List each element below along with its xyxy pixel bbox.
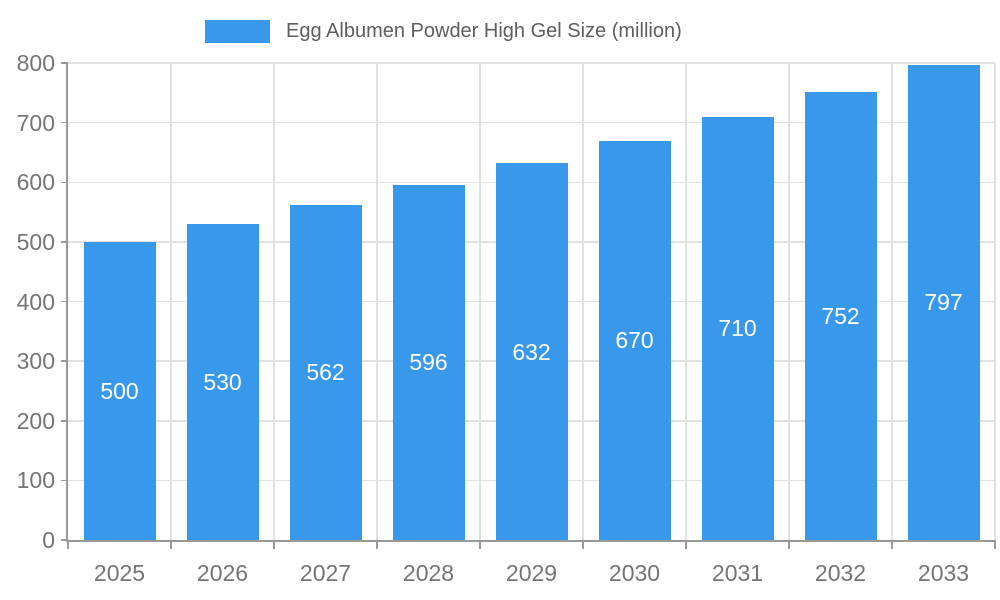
x-tick-label: 2026	[196, 560, 249, 586]
x-tick-label: 2027	[299, 560, 352, 586]
y-tick-mark	[61, 241, 68, 243]
y-tick-label: 0	[42, 527, 55, 553]
y-tick-mark	[61, 420, 68, 422]
bar: 530	[186, 224, 259, 540]
y-tick-label: 400	[16, 288, 55, 315]
bar: 596	[392, 184, 465, 540]
bar-value-label: 670	[615, 327, 654, 354]
y-axis-line	[66, 63, 68, 540]
bar: 710	[701, 116, 774, 540]
y-tick-mark	[61, 479, 68, 482]
bar: 752	[804, 91, 877, 540]
gridline-vertical	[684, 63, 687, 540]
x-tick-mark	[273, 540, 275, 549]
y-tick-label: 800	[16, 50, 55, 76]
gridline-vertical	[787, 63, 790, 540]
bar-value-label: 500	[100, 377, 139, 404]
legend-swatch	[205, 20, 270, 43]
bar-value-label: 596	[409, 349, 448, 376]
y-tick-label: 700	[16, 109, 55, 136]
x-tick-label: 2025	[93, 560, 146, 586]
x-axis-line	[66, 539, 995, 542]
gridline-vertical	[993, 63, 996, 540]
x-tick-mark	[582, 540, 584, 549]
x-tick-label: 2033	[917, 560, 970, 586]
bar: 670	[598, 140, 671, 540]
gridline-vertical	[581, 63, 584, 540]
y-tick-label: 500	[16, 228, 55, 255]
bar-value-label: 530	[203, 369, 242, 395]
gridline-vertical	[478, 63, 481, 540]
x-tick-mark	[170, 540, 172, 549]
bar-value-label: 710	[718, 315, 757, 342]
bar: 562	[289, 204, 362, 540]
y-tick-mark	[61, 300, 68, 303]
bar-value-label: 632	[512, 338, 551, 365]
x-tick-mark	[788, 540, 790, 549]
legend-item[interactable]: Egg Albumen Powder High Gel Size (millio…	[205, 20, 682, 43]
y-tick-mark	[61, 539, 68, 541]
bar-value-label: 797	[924, 289, 963, 316]
bar: 632	[495, 163, 568, 540]
gridline-vertical	[890, 63, 893, 540]
x-tick-label: 2032	[814, 560, 867, 586]
plot-area: 500 530 562 596 632 670 710 752 797	[68, 62, 996, 540]
x-tick-mark	[376, 540, 378, 549]
bar: 500	[83, 241, 156, 540]
x-tick-mark	[67, 540, 69, 549]
gridline-vertical	[272, 63, 275, 540]
x-tick-label: 2031	[711, 560, 764, 586]
y-tick-mark	[61, 62, 68, 64]
y-tick-label: 600	[16, 169, 55, 196]
gridline-vertical	[169, 63, 172, 540]
bar: 797	[907, 64, 980, 540]
x-tick-label: 2030	[608, 560, 661, 586]
x-tick-mark	[994, 540, 996, 549]
y-tick-label: 100	[16, 467, 55, 494]
y-tick-label: 300	[16, 348, 55, 375]
y-tick-mark	[61, 181, 68, 183]
y-tick-mark	[61, 121, 68, 124]
gridline-vertical	[375, 63, 378, 540]
y-tick-label: 200	[16, 407, 55, 434]
x-tick-label: 2029	[505, 560, 558, 586]
x-tick-label: 2028	[402, 560, 455, 586]
y-tick-mark	[61, 360, 68, 362]
x-tick-mark	[479, 540, 481, 549]
bar-value-label: 752	[821, 302, 860, 329]
legend-label: Egg Albumen Powder High Gel Size (millio…	[286, 20, 682, 42]
x-tick-mark	[891, 540, 893, 549]
x-tick-mark	[685, 540, 687, 549]
bar-value-label: 562	[306, 359, 345, 386]
gridline-horizontal	[68, 62, 995, 64]
gridline-horizontal	[68, 121, 995, 124]
